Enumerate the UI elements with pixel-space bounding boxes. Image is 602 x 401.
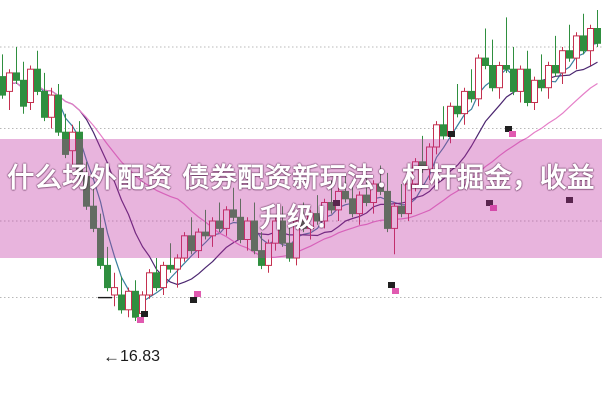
price-value: 16.83 [120, 348, 161, 365]
price-annotation: ← 16.83 [103, 348, 160, 366]
candlestick-series [0, 10, 601, 321]
headline-overlay-banner: 什么场外配资 债券配资新玩法：杠杆掘金，收益升级！ [0, 139, 602, 258]
left-arrow-icon: ← [103, 346, 120, 366]
signal-markers [137, 126, 573, 323]
headline-text: 什么场外配资 债券配资新玩法：杠杆掘金，收益升级！ [7, 162, 595, 234]
